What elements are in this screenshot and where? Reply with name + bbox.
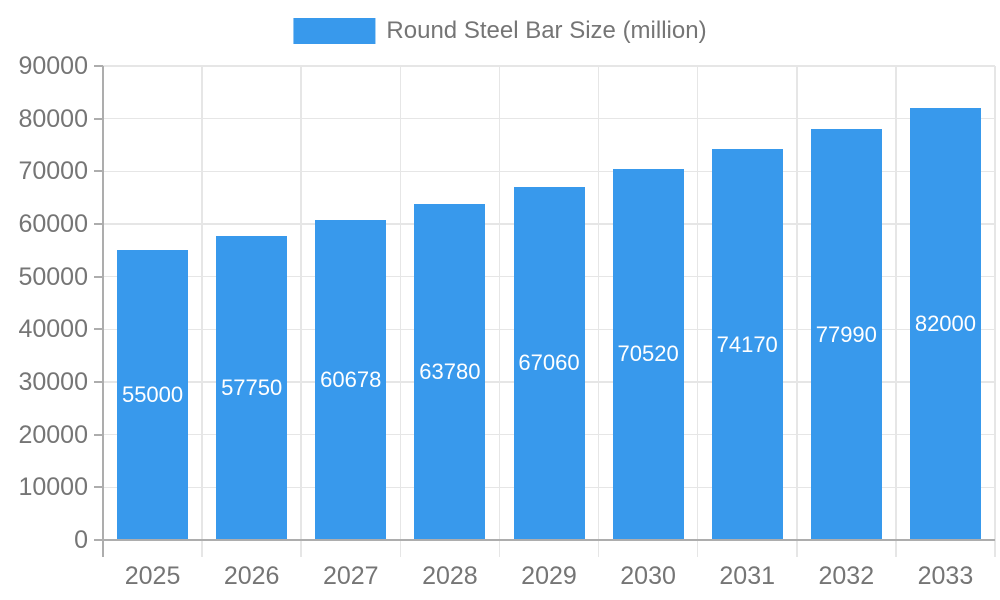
bar [909,108,981,540]
v-gridline [201,66,203,557]
x-tick-label: 2027 [322,562,379,590]
y-tick-label: 50000 [18,262,88,291]
x-tick-label: 2029 [521,562,577,590]
y-tick-label: 40000 [18,315,88,344]
h-gridline [103,117,995,120]
bar-value-label: 57750 [221,374,283,400]
x-tick-label: 2026 [223,562,280,590]
v-gridline [300,66,302,557]
h-gridline [103,170,995,173]
legend-swatch [293,18,376,44]
y-tick [94,539,103,541]
bar-value-label: 70520 [617,341,679,367]
bar-value-label: 63780 [419,359,481,385]
y-tick [94,275,103,278]
v-gridline [895,66,897,557]
y-tick [94,486,103,489]
y-axis-line [102,66,104,557]
y-tick-label: 90000 [18,52,88,80]
bar-value-label: 74170 [716,331,778,357]
y-tick [94,381,103,383]
x-tick-label: 2031 [719,562,776,590]
bar [612,168,684,540]
x-tick-label: 2025 [124,562,181,590]
h-gridline [103,65,995,67]
y-tick [94,223,103,225]
v-gridline [498,66,501,557]
bar [117,250,189,540]
bar-value-label: 55000 [121,382,184,408]
y-tick-label: 20000 [18,420,88,449]
bar-value-label: 77990 [815,321,877,347]
x-tick-label: 2033 [917,562,974,590]
v-gridline [399,66,402,557]
bar-value-label: 82000 [914,311,977,337]
v-gridline [696,66,699,557]
v-gridline [597,66,600,557]
y-tick-label: 70000 [18,157,88,186]
legend-label: Round Steel Bar Size (million) [386,17,707,44]
y-tick [94,170,103,173]
y-tick [94,117,103,120]
y-tick [94,433,103,436]
bar [810,129,882,540]
y-tick-label: 0 [74,526,88,554]
y-tick-label: 80000 [18,104,88,133]
y-tick [94,328,103,331]
bar-value-label: 60678 [320,367,382,393]
bar [216,235,288,540]
y-tick [94,65,103,67]
v-gridline [796,66,798,557]
x-tick-label: 2030 [620,562,676,590]
x-tick-label: 2032 [818,562,875,590]
bar [513,186,585,540]
bar [711,149,783,540]
bar-value-label: 67060 [518,350,580,376]
v-gridline [994,66,996,557]
legend: Round Steel Bar Size (million) [293,17,707,45]
y-tick-label: 30000 [18,368,88,396]
bar [414,204,486,540]
y-tick-label: 10000 [18,473,88,502]
y-tick-label: 60000 [18,210,88,238]
x-tick-label: 2028 [422,562,478,590]
x-axis-line [94,539,995,541]
bar [315,220,387,540]
